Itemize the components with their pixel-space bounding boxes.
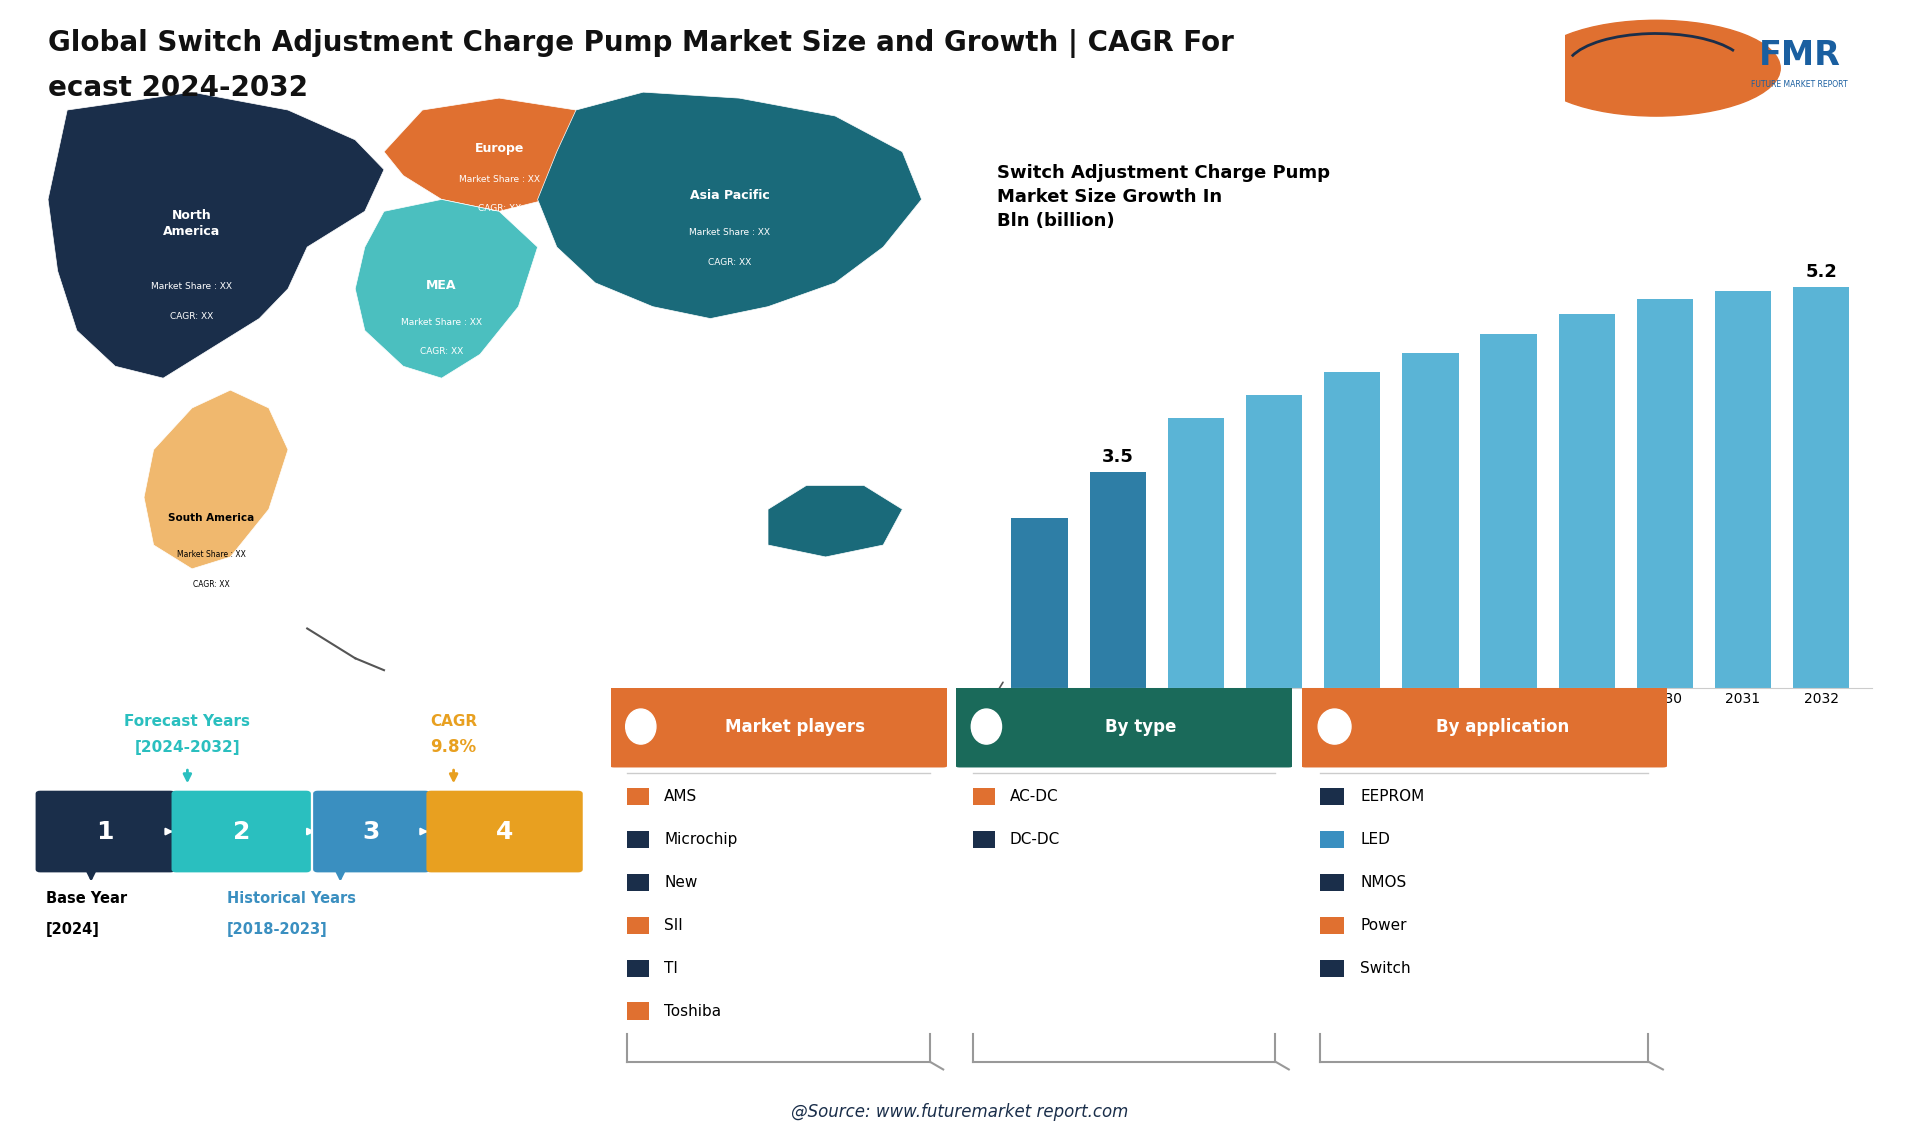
FancyBboxPatch shape [628,917,649,934]
FancyBboxPatch shape [628,1003,649,1020]
Text: AC-DC: AC-DC [1010,790,1058,804]
Bar [1325,372,1380,688]
Text: DC-DC: DC-DC [1010,832,1060,847]
Polygon shape [144,390,288,568]
Text: CAGR: XX: CAGR: XX [420,347,463,356]
Polygon shape [355,199,538,378]
Text: Market Share : XX: Market Share : XX [401,317,482,327]
FancyBboxPatch shape [1296,685,1672,768]
Text: Historical Years: Historical Years [227,892,355,906]
Text: TI: TI [664,960,678,975]
Text: 2: 2 [232,819,250,843]
Bar [1636,299,1693,688]
Text: Switch Adjustment Charge Pump
Market Size Growth In
Bln (billion): Switch Adjustment Charge Pump Market Siz… [996,164,1331,229]
Text: 4: 4 [495,819,513,843]
FancyBboxPatch shape [313,791,430,872]
Circle shape [1532,21,1780,116]
Circle shape [972,709,1002,744]
Text: [2018-2023]: [2018-2023] [227,921,328,936]
Text: Forecast Years: Forecast Years [125,714,250,729]
Text: NMOS: NMOS [1359,874,1405,890]
FancyBboxPatch shape [1321,959,1344,976]
Text: 1: 1 [96,819,113,843]
FancyBboxPatch shape [605,685,952,768]
FancyBboxPatch shape [628,959,649,976]
FancyBboxPatch shape [973,831,995,848]
Text: 3: 3 [363,819,380,843]
Polygon shape [384,99,614,211]
Text: LED: LED [1359,832,1390,847]
Text: CAGR: XX: CAGR: XX [478,204,520,213]
Text: 5.2: 5.2 [1805,264,1837,281]
Text: SII: SII [664,918,684,933]
Text: @Source: www.futuremarket report.com: @Source: www.futuremarket report.com [791,1104,1129,1121]
Polygon shape [768,486,902,557]
Bar [1167,418,1225,688]
FancyBboxPatch shape [628,831,649,848]
Text: ecast 2024-2032: ecast 2024-2032 [48,74,307,102]
Text: CAGR: XX: CAGR: XX [708,258,751,267]
Bar [1793,288,1849,688]
Text: FMR: FMR [1759,39,1841,72]
Text: FUTURE MARKET REPORT: FUTURE MARKET REPORT [1751,80,1849,89]
Bar [1480,333,1536,688]
Text: By type: By type [1106,717,1177,736]
Text: South America: South America [169,513,253,524]
Text: By application: By application [1436,717,1569,736]
Text: [2024]: [2024] [46,921,100,936]
Circle shape [1319,709,1352,744]
Text: CAGR: CAGR [430,714,478,729]
FancyBboxPatch shape [1321,874,1344,890]
Text: Global Switch Adjustment Charge Pump Market Size and Growth | CAGR For: Global Switch Adjustment Charge Pump Mar… [48,29,1235,57]
Text: Market Share : XX: Market Share : XX [177,550,246,559]
Bar [1402,353,1459,688]
Text: Asia Pacific: Asia Pacific [689,189,770,203]
FancyBboxPatch shape [426,791,584,872]
FancyBboxPatch shape [950,685,1298,768]
FancyBboxPatch shape [1321,788,1344,806]
Circle shape [626,709,657,744]
Text: CAGR: XX: CAGR: XX [171,312,213,321]
FancyBboxPatch shape [1321,831,1344,848]
Text: Switch: Switch [1359,960,1411,975]
Text: 3.5: 3.5 [1102,448,1133,466]
Text: Market Share : XX: Market Share : XX [459,174,540,183]
Text: EEPROM: EEPROM [1359,790,1425,804]
Text: Toshiba: Toshiba [664,1004,722,1019]
Text: Market Share : XX: Market Share : XX [152,282,232,291]
FancyBboxPatch shape [628,788,649,806]
Text: MEA: MEA [426,278,457,292]
Bar [1246,395,1302,688]
Bar [1012,518,1068,688]
Text: Europe: Europe [474,142,524,155]
Polygon shape [538,92,922,319]
Bar [1091,472,1146,688]
Polygon shape [48,92,384,378]
Bar [1559,314,1615,688]
Text: Market Share : XX: Market Share : XX [689,228,770,237]
Text: CAGR: XX: CAGR: XX [192,580,230,589]
Text: North
America: North America [163,210,221,238]
Text: Base Year: Base Year [46,892,127,906]
Text: [2024-2032]: [2024-2032] [134,740,240,755]
Text: AMS: AMS [664,790,697,804]
Text: New: New [664,874,697,890]
FancyBboxPatch shape [171,791,311,872]
Bar [1715,291,1770,688]
FancyBboxPatch shape [36,791,175,872]
Text: 9.8%: 9.8% [430,738,476,756]
FancyBboxPatch shape [1321,917,1344,934]
Text: Market players: Market players [726,717,866,736]
FancyBboxPatch shape [973,788,995,806]
Text: Microchip: Microchip [664,832,737,847]
FancyBboxPatch shape [628,874,649,890]
Text: Power: Power [1359,918,1407,933]
